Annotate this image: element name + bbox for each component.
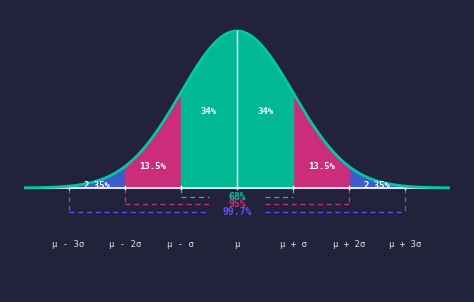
Text: μ + 3σ: μ + 3σ — [389, 240, 421, 249]
Text: 2.35%: 2.35% — [364, 181, 391, 190]
Text: μ + 2σ: μ + 2σ — [333, 240, 365, 249]
Text: 34%: 34% — [201, 107, 217, 116]
Text: μ - 3σ: μ - 3σ — [53, 240, 85, 249]
Text: μ: μ — [234, 240, 240, 249]
Text: 68%: 68% — [228, 191, 246, 201]
Text: 99.7%: 99.7% — [222, 207, 252, 217]
Text: 95%: 95% — [228, 199, 246, 210]
Text: 2.35%: 2.35% — [83, 181, 110, 190]
Text: 13.5%: 13.5% — [308, 162, 335, 171]
Text: μ - σ: μ - σ — [167, 240, 194, 249]
Text: 34%: 34% — [257, 107, 273, 116]
Text: 13.5%: 13.5% — [139, 162, 166, 171]
Text: μ + σ: μ + σ — [280, 240, 307, 249]
Text: μ - 2σ: μ - 2σ — [109, 240, 141, 249]
